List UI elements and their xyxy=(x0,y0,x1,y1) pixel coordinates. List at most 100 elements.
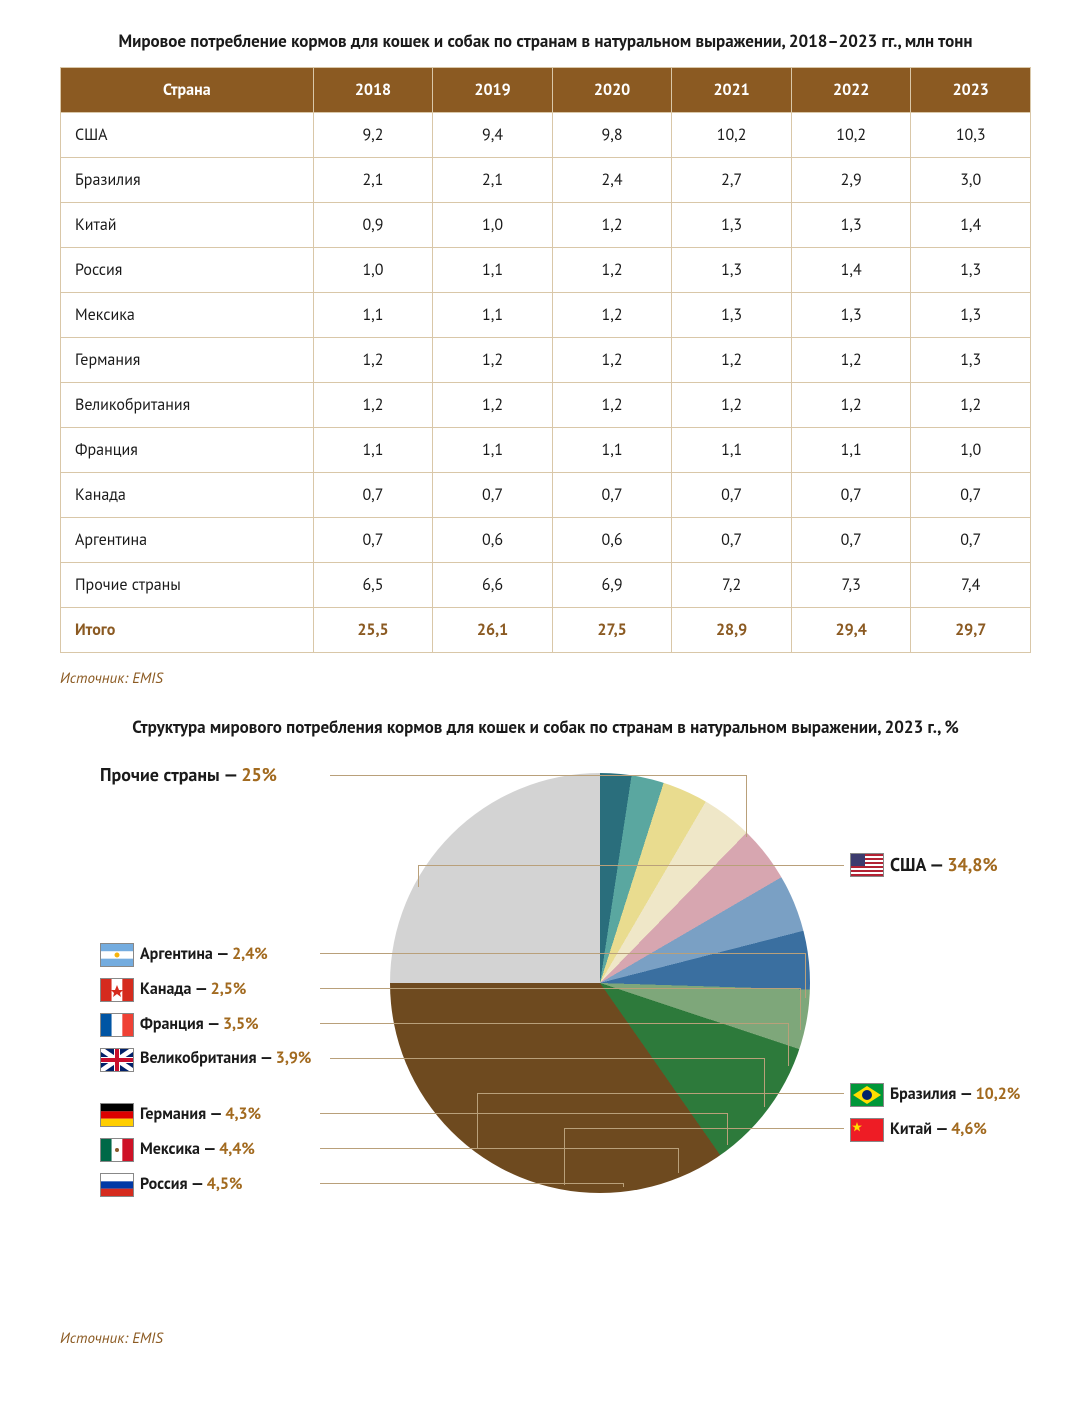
row-val: 1,2 xyxy=(313,382,433,427)
row-val: 0,7 xyxy=(313,472,433,517)
row-val: 9,4 xyxy=(433,112,553,157)
row-val: 1,0 xyxy=(313,247,433,292)
row-val: 1,3 xyxy=(911,247,1031,292)
row-name: Россия xyxy=(61,247,314,292)
row-val: 1,1 xyxy=(433,427,553,472)
table-row: Франция1,11,11,11,11,11,0 xyxy=(61,427,1031,472)
row-val: 1,2 xyxy=(313,337,433,382)
pie-label-name: Китай xyxy=(890,1119,932,1139)
row-val: 3,0 xyxy=(911,157,1031,202)
pie-label-name: Германия xyxy=(140,1104,206,1124)
pie-chart xyxy=(390,773,810,1193)
row-name: Бразилия xyxy=(61,157,314,202)
leader-line xyxy=(727,1113,728,1145)
row-val: 2,1 xyxy=(433,157,553,202)
pie-label-pct: 34,8% xyxy=(947,853,997,876)
row-name: Мексика xyxy=(61,292,314,337)
table-row: Мексика1,11,11,21,31,31,3 xyxy=(61,292,1031,337)
row-val: 0,7 xyxy=(552,472,672,517)
row-val: 1,3 xyxy=(672,202,792,247)
row-val: 1,1 xyxy=(433,292,553,337)
col-2: 2019 xyxy=(433,67,553,112)
leader-line xyxy=(746,775,747,837)
pie-label-pct: 4,5% xyxy=(207,1174,243,1194)
row-val: 9,8 xyxy=(552,112,672,157)
row-val: 7,3 xyxy=(791,562,911,607)
row-val: 1,2 xyxy=(911,382,1031,427)
pie-label-pct: 2,5% xyxy=(211,979,247,999)
pie-label-ca: Канада — 2,5% xyxy=(100,978,246,1000)
pie-label-name: Франция xyxy=(140,1014,204,1034)
table-title: Мировое потребление кормов для кошек и с… xyxy=(96,30,996,53)
table-row: Великобритания1,21,21,21,21,21,2 xyxy=(61,382,1031,427)
row-val: 7,2 xyxy=(672,562,792,607)
row-val: 0,7 xyxy=(313,517,433,562)
pie-label-us: США — 34,8% xyxy=(850,853,998,876)
row-name: Германия xyxy=(61,337,314,382)
leader-line xyxy=(564,1128,844,1129)
row-val: 1,4 xyxy=(791,247,911,292)
total-val: 25,5 xyxy=(313,607,433,652)
row-val: 1,2 xyxy=(552,337,672,382)
row-val: 0,6 xyxy=(552,517,672,562)
flag-br-icon xyxy=(850,1083,882,1105)
row-val: 1,1 xyxy=(313,292,433,337)
row-val: 0,7 xyxy=(911,472,1031,517)
leader-line xyxy=(678,1148,679,1173)
pie-wrap xyxy=(390,773,810,1193)
pie-block: Прочие страны — 25%Аргентина — 2,4%Канад… xyxy=(60,753,1031,1313)
leader-line xyxy=(418,865,419,887)
flag-ca-icon xyxy=(100,978,132,1000)
table-row: Бразилия2,12,12,42,72,93,0 xyxy=(61,157,1031,202)
row-val: 1,2 xyxy=(672,382,792,427)
flag-ru-icon xyxy=(100,1173,132,1195)
total-val: 26,1 xyxy=(433,607,553,652)
row-val: 0,9 xyxy=(313,202,433,247)
table-row: Прочие страны6,56,66,97,27,37,4 xyxy=(61,562,1031,607)
leader-line xyxy=(320,953,805,954)
row-val: 1,3 xyxy=(911,337,1031,382)
leader-line xyxy=(623,1183,624,1188)
flag-de-icon xyxy=(100,1103,132,1125)
row-val: 2,4 xyxy=(552,157,672,202)
table-row: США9,29,49,810,210,210,3 xyxy=(61,112,1031,157)
pie-label-name: Канада xyxy=(140,979,191,999)
row-val: 0,7 xyxy=(911,517,1031,562)
row-name: Прочие страны xyxy=(61,562,314,607)
flag-fr-icon xyxy=(100,1013,132,1035)
pie-label-pct: 4,3% xyxy=(225,1104,261,1124)
pie-label-name: Мексика xyxy=(140,1139,200,1159)
leader-line xyxy=(320,1183,623,1184)
row-val: 1,1 xyxy=(433,247,553,292)
row-val: 1,0 xyxy=(433,202,553,247)
col-4: 2021 xyxy=(672,67,792,112)
pie-label-de: Германия — 4,3% xyxy=(100,1103,261,1125)
leader-line xyxy=(477,1093,478,1148)
row-val: 0,6 xyxy=(433,517,553,562)
col-0: Страна xyxy=(61,67,314,112)
row-val: 1,1 xyxy=(672,427,792,472)
pie-label-fr: Франция — 3,5% xyxy=(100,1013,259,1035)
leader-line xyxy=(764,1058,765,1108)
row-val: 6,9 xyxy=(552,562,672,607)
row-val: 1,2 xyxy=(791,382,911,427)
row-name: США xyxy=(61,112,314,157)
total-val: 29,7 xyxy=(911,607,1031,652)
leader-line xyxy=(477,1093,844,1094)
row-val: 7,4 xyxy=(911,562,1031,607)
row-val: 1,0 xyxy=(911,427,1031,472)
row-val: 0,7 xyxy=(791,472,911,517)
leader-line xyxy=(320,1148,678,1149)
row-val: 1,2 xyxy=(552,247,672,292)
row-val: 2,1 xyxy=(313,157,433,202)
pie-label-name: Аргентина xyxy=(140,944,213,964)
col-6: 2023 xyxy=(911,67,1031,112)
row-val: 10,2 xyxy=(791,112,911,157)
row-val: 0,7 xyxy=(433,472,553,517)
leader-line xyxy=(418,865,844,866)
table-row: Китай0,91,01,21,31,31,4 xyxy=(61,202,1031,247)
flag-ar-icon xyxy=(100,943,132,965)
row-val: 0,7 xyxy=(791,517,911,562)
row-val: 1,2 xyxy=(791,337,911,382)
row-val: 10,2 xyxy=(672,112,792,157)
